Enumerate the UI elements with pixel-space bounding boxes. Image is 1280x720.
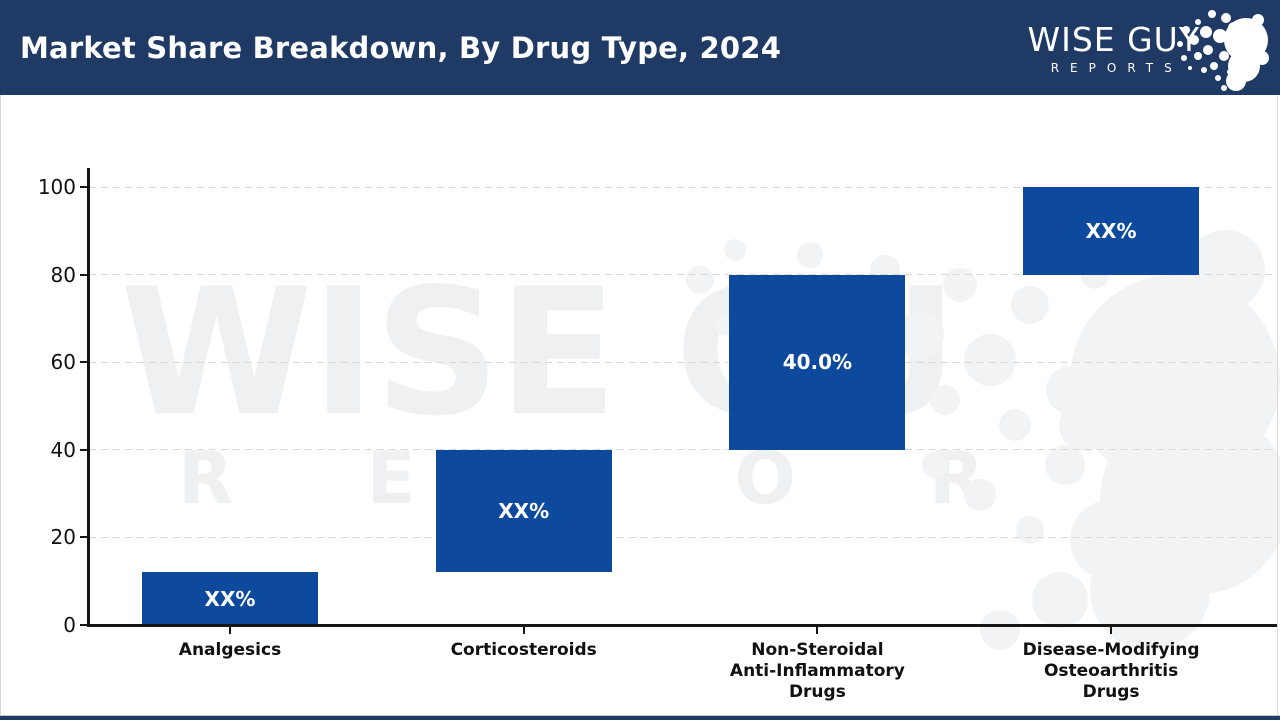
bar-value-label: XX% [204,586,256,611]
wiseguy-logo-text: WISE GUY REPORTS [1027,20,1200,75]
y-tick-label: 20 [50,525,76,550]
wiseguy-reports-label: REPORTS [1050,61,1183,75]
y-tick-mark [80,273,88,276]
header-band: Market Share Breakdown, By Drug Type, 20… [0,0,1280,95]
x-tick-mark [816,626,819,634]
gridline-60 [89,361,1278,363]
y-tick-label: 80 [50,262,76,287]
bar-4: XX% [1023,187,1200,275]
bar-value-label: XX% [1085,218,1137,243]
y-tick-mark [80,361,88,364]
bar-value-label: 40.0% [782,350,853,375]
x-tick-label-line: Drugs [788,682,846,702]
wiseguy-logo: WISE GUY REPORTS [1018,4,1269,92]
y-tick-mark [80,624,88,626]
x-tick-mark [1110,626,1113,634]
x-tick-label-line: Drugs [1082,682,1140,702]
x-tick-label-line: Analgesics [178,640,282,660]
gridline-80 [89,274,1278,276]
x-tick-mark [522,626,525,634]
x-tick-label-line: Disease-Modifying [1022,640,1200,660]
gridline-20 [89,536,1278,538]
y-tick-label: 40 [50,437,76,462]
y-tick-mark [80,536,88,539]
footer-accent-bar [0,716,1280,720]
bar-3: 40.0% [729,274,906,450]
gridline-100 [89,186,1278,188]
figure-border-right [1277,95,1278,716]
figure-border-bottom [0,715,1280,716]
wiseguy-brand-label: WISE GUY [1027,20,1200,59]
y-tick-mark [80,448,88,451]
x-tick-label-line: Corticosteroids [450,640,597,660]
x-axis-line [87,624,1278,627]
x-tick-label-line: Osteoarthritis [1043,661,1179,681]
figure-border-left [0,95,1,716]
y-tick-label: 100 [37,175,76,199]
y-tick-label: 60 [50,350,76,375]
watermark-reports-text: R E P O R T S [178,436,1280,520]
y-tick-mark [80,186,88,188]
bar-2: XX% [435,449,612,573]
bar-1: XX% [142,572,318,625]
x-tick-label-line: Anti-Inflammatory [729,661,905,681]
x-tick-label-line: Non-Steroidal [751,640,884,660]
x-tick-label: Disease-Modifying Osteoarthritis Drugs [961,640,1261,703]
x-tick-mark [229,626,231,634]
page-title: Market Share Breakdown, By Drug Type, 20… [20,30,782,65]
bar-value-label: XX% [498,499,550,524]
x-tick-label: Corticosteroids [374,640,674,661]
x-tick-label: Non-Steroidal Anti-Inflammatory Drugs [667,640,967,703]
x-tick-label: Analgesics [80,640,380,661]
y-tick-label: 0 [63,613,76,637]
wiseguy-head-icon [1177,10,1269,91]
gridline-40 [89,449,1278,451]
y-axis-line [87,168,90,626]
